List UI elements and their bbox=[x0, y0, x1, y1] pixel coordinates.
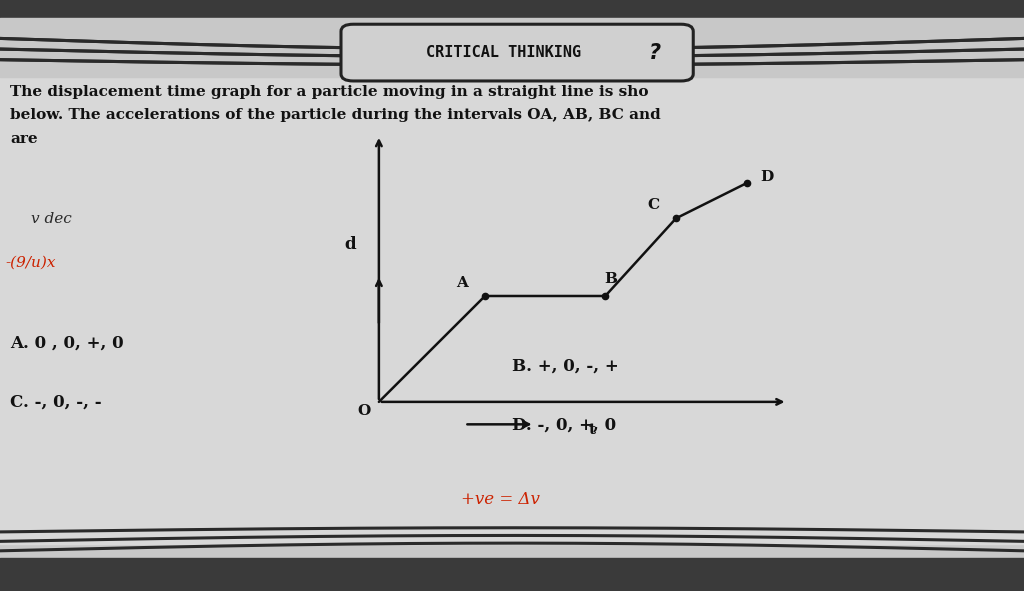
Text: ?: ? bbox=[648, 43, 660, 63]
Text: C. -, 0, -, -: C. -, 0, -, - bbox=[10, 394, 101, 410]
Text: B. +, 0, -, +: B. +, 0, -, + bbox=[512, 358, 618, 375]
Text: -(9/u)x: -(9/u)x bbox=[5, 256, 55, 270]
Text: O: O bbox=[357, 404, 370, 418]
Text: +ve = Δv: +ve = Δv bbox=[461, 491, 540, 508]
Text: D: D bbox=[761, 170, 774, 184]
Text: below. The accelerations of the particle during the intervals OA, AB, BC and: below. The accelerations of the particle… bbox=[10, 108, 660, 122]
Text: The displacement time graph for a particle moving in a straight line is sho: The displacement time graph for a partic… bbox=[10, 85, 649, 99]
Text: are: are bbox=[10, 132, 38, 146]
Text: v dec: v dec bbox=[31, 212, 72, 226]
Text: C: C bbox=[647, 199, 659, 212]
FancyBboxPatch shape bbox=[341, 24, 693, 81]
Text: A: A bbox=[457, 276, 468, 290]
Text: A. 0 , 0, +, 0: A. 0 , 0, +, 0 bbox=[10, 335, 124, 351]
Text: B: B bbox=[604, 272, 616, 287]
Text: CRITICAL THINKING: CRITICAL THINKING bbox=[426, 45, 582, 60]
Text: t: t bbox=[589, 423, 596, 437]
Text: D. -, 0, +, 0: D. -, 0, +, 0 bbox=[512, 417, 616, 434]
Text: d: d bbox=[344, 236, 356, 253]
